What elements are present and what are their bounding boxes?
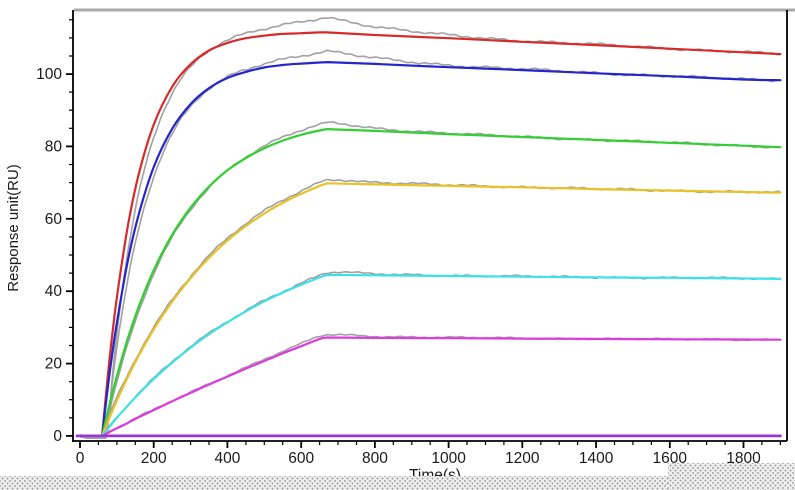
measured-curve-magenta bbox=[79, 333, 781, 438]
y-tick-label-80: 80 bbox=[45, 138, 63, 155]
x-tick-label-600: 600 bbox=[288, 450, 314, 467]
fit-curve-green bbox=[78, 128, 782, 437]
fit-curve-cyan bbox=[78, 273, 782, 437]
y-tick-label-60: 60 bbox=[45, 211, 63, 228]
x-tick-label-1200: 1200 bbox=[505, 450, 540, 467]
y-tick-label-100: 100 bbox=[36, 66, 62, 83]
y-tick-label-40: 40 bbox=[45, 283, 63, 300]
x-tick-label-0: 0 bbox=[76, 450, 85, 467]
y-tick-label-20: 20 bbox=[45, 356, 63, 373]
y-axis-label: Response unit(RU) bbox=[5, 164, 22, 292]
fit-curve-magenta bbox=[78, 336, 782, 437]
x-tick-label-1600: 1600 bbox=[653, 450, 688, 467]
measured-curve-cyan bbox=[79, 271, 781, 439]
x-tick-label-1000: 1000 bbox=[431, 450, 466, 467]
x-tick-label-1400: 1400 bbox=[579, 450, 614, 467]
ticks-layer: 0 200 400 600 800 1000 1200 1400 1600 1800 0 20 40 60… bbox=[36, 19, 782, 467]
curves-layer bbox=[75, 16, 782, 439]
x-tick-label-1800: 1800 bbox=[726, 450, 761, 467]
fit-curve-gold bbox=[78, 182, 782, 437]
measured-curve-green bbox=[79, 121, 781, 439]
x-tick-label-800: 800 bbox=[362, 450, 388, 467]
fit-curve-red bbox=[78, 31, 782, 437]
dotted-texture-strip-right bbox=[668, 463, 795, 490]
measured-curve-blue bbox=[79, 49, 781, 439]
x-tick-label-400: 400 bbox=[214, 450, 240, 467]
dotted-texture-strip-bottom bbox=[0, 476, 795, 490]
fit-curve-blue bbox=[78, 61, 782, 437]
measured-curve-red bbox=[79, 16, 781, 439]
y-tick-label-0: 0 bbox=[53, 428, 62, 445]
x-tick-label-200: 200 bbox=[141, 450, 167, 467]
